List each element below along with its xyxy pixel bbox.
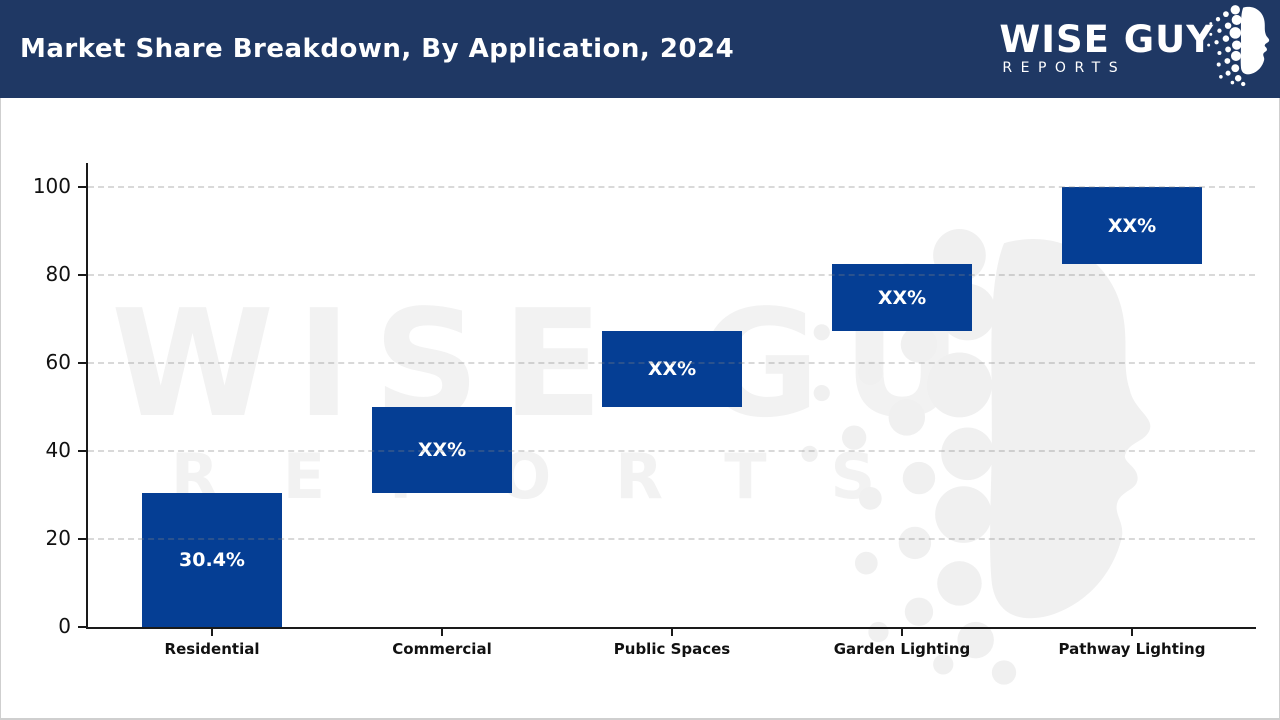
bar-value-label: 30.4% <box>179 549 245 572</box>
y-tick <box>78 450 86 452</box>
gridline-80 <box>88 274 1255 276</box>
y-axis <box>86 163 88 629</box>
bar-value-label: XX% <box>1107 214 1157 237</box>
bar-value-label: XX% <box>647 358 697 381</box>
x-tick <box>441 629 443 636</box>
x-axis-category-label: Garden Lighting <box>833 640 971 658</box>
x-axis <box>86 627 1256 629</box>
bar-commercial: XX% <box>372 407 512 494</box>
y-tick <box>78 362 86 364</box>
x-tick <box>671 629 673 636</box>
y-axis-tick-label: 40 <box>45 438 71 462</box>
y-tick <box>78 538 86 540</box>
y-tick <box>78 186 86 188</box>
bar-pathway-lighting: XX% <box>1062 187 1202 265</box>
x-tick <box>1131 629 1133 636</box>
gridline-40 <box>88 450 1255 452</box>
bar-public-spaces: XX% <box>602 331 742 407</box>
x-axis-category-label: Commercial <box>392 640 492 658</box>
y-axis-tick-label: 80 <box>45 262 71 286</box>
y-axis-tick-label: 20 <box>45 526 71 550</box>
chart-plot-area: WISE GUY REPORTS 30.4% Residential XX% Comm… <box>0 98 1280 720</box>
bar-residential: 30.4% <box>142 493 282 627</box>
bar-value-label: XX% <box>417 439 467 462</box>
logo-wordmark: WISE GUY <box>999 18 1214 61</box>
y-tick <box>78 274 86 276</box>
x-tick <box>211 629 213 636</box>
dotted-face-icon <box>1207 5 1270 87</box>
watermark-subtitle: REPORTS <box>171 440 940 513</box>
x-tick <box>901 629 903 636</box>
bar-value-label: XX% <box>877 286 927 309</box>
y-axis-tick-label: 0 <box>58 614 71 638</box>
gridline-20 <box>88 538 1255 540</box>
logo-text: WISE GUY REPORTS <box>999 21 1214 75</box>
x-axis-category-label: Residential <box>164 640 260 658</box>
x-axis-category-label: Public Spaces <box>613 640 731 658</box>
y-tick <box>78 626 86 628</box>
y-axis-tick-label: 100 <box>32 174 71 198</box>
wise-guy-logo: WISE GUY REPORTS <box>999 4 1272 92</box>
y-axis-tick-label: 60 <box>45 350 71 374</box>
logo-subtitle: REPORTS <box>1002 60 1127 76</box>
x-axis-category-label: Pathway Lighting <box>1058 640 1206 658</box>
gridline-100 <box>88 186 1255 188</box>
header-bar: Market Share Breakdown, By Application, … <box>0 0 1280 98</box>
gridline-60 <box>88 362 1255 364</box>
page-title: Market Share Breakdown, By Application, … <box>20 34 735 64</box>
